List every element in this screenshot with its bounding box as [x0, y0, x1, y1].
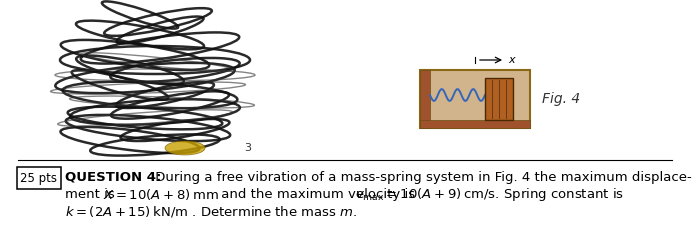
Text: $x$: $x$: [508, 55, 517, 65]
Bar: [485, 78, 513, 120]
Bar: [420, 120, 530, 128]
Text: Fig. 4: Fig. 4: [542, 92, 580, 106]
Bar: [420, 70, 430, 128]
Text: $k=(2A+15)$ kN/m . Determine the mass $m$.: $k=(2A+15)$ kN/m . Determine the mass $m…: [65, 204, 357, 219]
Ellipse shape: [165, 141, 205, 155]
Text: 25 pts: 25 pts: [20, 172, 57, 184]
Text: 3: 3: [244, 143, 251, 153]
Text: ment is: ment is: [65, 187, 119, 200]
FancyBboxPatch shape: [420, 70, 530, 128]
Text: QUESTION 4:: QUESTION 4:: [65, 171, 162, 184]
Text: During a free vibration of a mass-spring system in Fig. 4 the maximum displace-: During a free vibration of a mass-spring…: [151, 171, 692, 184]
Text: and the maximum velocity is: and the maximum velocity is: [217, 187, 419, 200]
Text: $X=10(A+8)$ mm: $X=10(A+8)$ mm: [103, 186, 219, 201]
FancyBboxPatch shape: [17, 167, 61, 189]
Text: $v_{\mathrm{max}}=10(A+9)$ cm/s. Spring constant is: $v_{\mathrm{max}}=10(A+9)$ cm/s. Spring …: [355, 185, 624, 203]
